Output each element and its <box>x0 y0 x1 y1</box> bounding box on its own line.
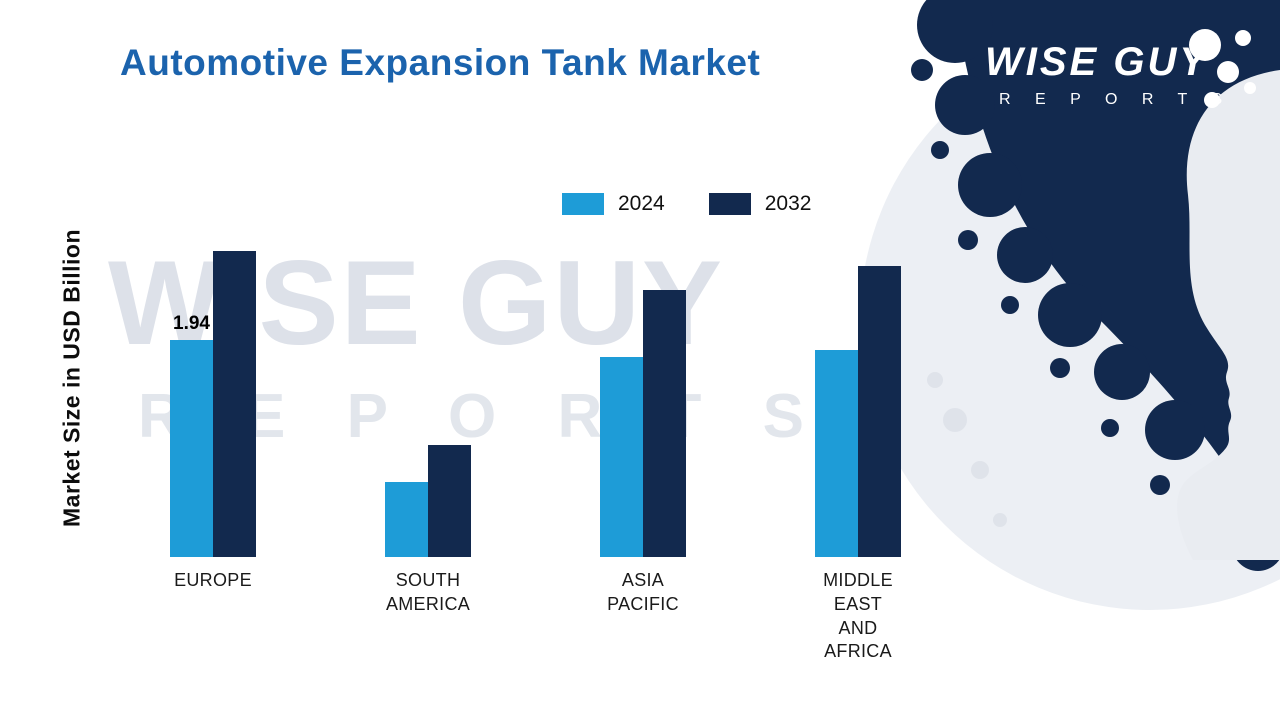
bar-2032-south-america <box>428 445 471 557</box>
legend-item-2032: 2032 <box>708 192 812 216</box>
bar-2032-asia-pacific <box>643 290 686 557</box>
bar-2024-middle-east-and-africa <box>815 350 858 557</box>
legend-label-2024: 2024 <box>618 192 665 215</box>
logo-wordmark: WISE GUY <box>985 40 1210 84</box>
bar-value-label: 1.94 <box>173 313 210 334</box>
legend-swatch-2024 <box>562 193 604 215</box>
logo: WISE GUY R E P O R T S <box>985 40 1232 109</box>
bar-group-middle-east-and-africa <box>815 266 901 557</box>
chart-title: Automotive Expansion Tank Market <box>120 42 761 83</box>
decorative-face-graphic <box>860 0 1280 610</box>
bar-chart: 1.94 EUROPE SOUTH AMERICA ASIA PACIFIC MIDDL… <box>130 200 920 661</box>
bar-2032-middle-east-and-africa <box>858 266 901 557</box>
legend: 2024 2032 <box>562 192 811 216</box>
category-label-europe: EUROPE <box>174 570 252 590</box>
bar-2024-asia-pacific <box>600 357 643 557</box>
bar-2024-europe: 1.94 <box>170 313 213 557</box>
logo-subtitle: R E P O R T S <box>999 91 1233 108</box>
legend-item-2024: 2024 <box>562 192 665 216</box>
category-label-asia-pacific: ASIA PACIFIC <box>607 570 679 614</box>
bar-group-south-america <box>385 445 471 557</box>
bar-2032-europe <box>213 251 256 557</box>
legend-swatch-2032 <box>708 193 751 215</box>
bar-group-europe: 1.94 <box>170 251 256 557</box>
legend-label-2032: 2032 <box>764 192 812 215</box>
y-axis-label: Market Size in USD Billion <box>58 229 85 527</box>
bar-2024-south-america <box>385 482 428 557</box>
bar-group-asia-pacific <box>600 290 686 557</box>
category-label-middle-east-and-africa: MIDDLE EAST AND AFRICA <box>823 570 893 662</box>
category-label-south-america: SOUTH AMERICA <box>385 570 471 614</box>
